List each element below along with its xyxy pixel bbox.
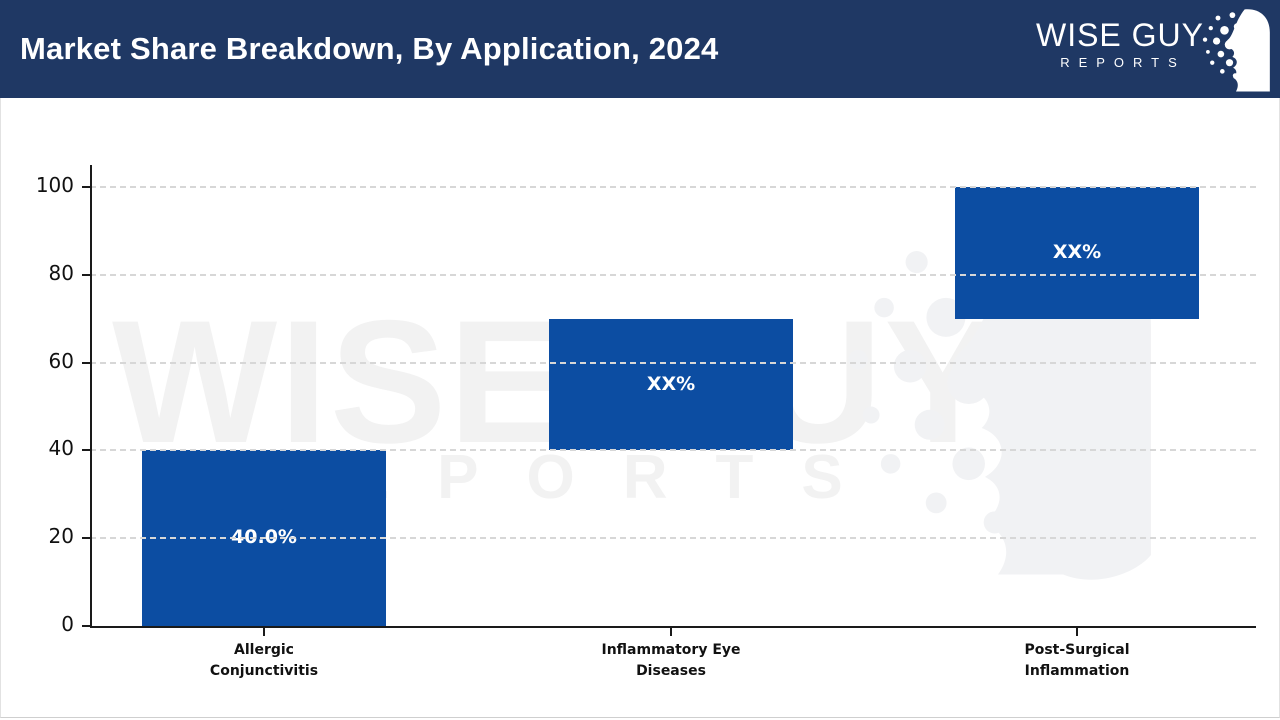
- x-category-label-line: Diseases: [636, 663, 706, 679]
- bar-value-label: 40.0%: [231, 526, 297, 549]
- x-category-label-line: Inflammation: [1024, 663, 1130, 679]
- y-tick-label: 100: [35, 173, 74, 197]
- x-category-label-line: Conjunctivitis: [209, 663, 319, 679]
- x-category-label: Allergic Conjunctivitis: [134, 640, 394, 682]
- page-title: Market Share Breakdown, By Application, …: [20, 31, 719, 66]
- y-tick-mark: [82, 273, 90, 276]
- gridline: [90, 186, 1256, 188]
- gridline: [90, 537, 1256, 540]
- gridline: [90, 449, 1256, 452]
- bar-segment: XX%: [549, 318, 793, 451]
- x-category-label-line: Inflammatory Eye: [601, 642, 741, 658]
- logo-wordmark-line2: REPORTS: [1060, 55, 1186, 70]
- face-profile-dots-icon: [1202, 9, 1270, 92]
- x-category-label: Post-Surgical Inflammation: [947, 640, 1207, 682]
- y-tick-label: 20: [48, 524, 74, 549]
- y-axis-line: [90, 165, 92, 628]
- x-category-label-line: Allergic: [234, 642, 294, 658]
- y-tick-label: 80: [48, 260, 74, 285]
- y-tick-label: 0: [61, 612, 74, 636]
- gridline: [90, 273, 1256, 276]
- x-tick-mark: [263, 628, 265, 636]
- y-tick-mark: [82, 186, 90, 188]
- x-tick-mark: [670, 628, 672, 636]
- x-axis-line: [90, 626, 1256, 628]
- x-category-label-line: Post-Surgical: [1024, 642, 1130, 658]
- y-tick-label: 60: [48, 348, 74, 373]
- y-tick-mark: [82, 537, 90, 540]
- logo-wordmark-line1: WISE GUY: [1035, 17, 1204, 53]
- brand-logo: WISE GUY REPORTS: [1032, 0, 1272, 98]
- bar-value-label: XX%: [1052, 240, 1102, 263]
- header-bar: Market Share Breakdown, By Application, …: [0, 0, 1280, 98]
- y-tick-label: 40: [48, 436, 74, 461]
- x-tick-mark: [1076, 628, 1078, 636]
- bar-value-label: XX%: [646, 372, 696, 395]
- y-tick-mark: [82, 625, 90, 627]
- y-tick-mark: [82, 361, 90, 364]
- y-tick-mark: [82, 449, 90, 452]
- logo-wordmark: WISE GUY REPORTS: [1036, 18, 1204, 70]
- bar-segment: XX%: [955, 187, 1199, 319]
- x-category-label: Inflammatory Eye Diseases: [541, 640, 801, 682]
- gridline: [90, 361, 1256, 364]
